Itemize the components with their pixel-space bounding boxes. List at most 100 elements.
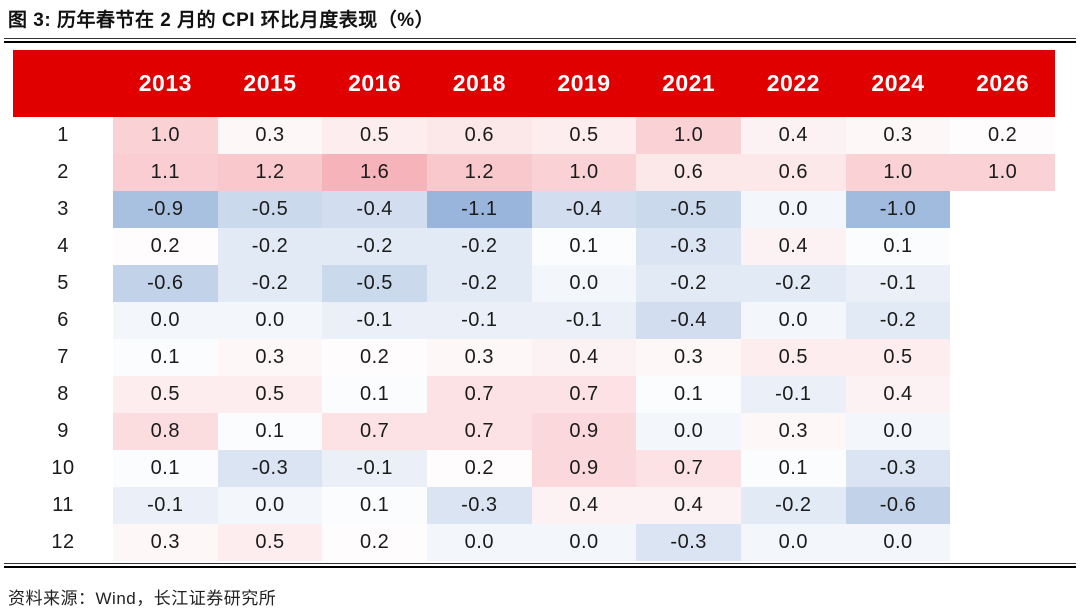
table-body: 1 1.0 0.3 0.5 0.6 0.5 1.0 0.4 0.3 0.2 2 1.1 1.2 1.6 1.… bbox=[13, 117, 1055, 561]
value-cell: 1.2 bbox=[217, 154, 323, 191]
value-cell: -0.4 bbox=[322, 191, 427, 228]
value-cell: 0.6 bbox=[740, 154, 846, 191]
bottom-rule bbox=[4, 563, 1076, 568]
value-cell: 0.3 bbox=[113, 524, 218, 561]
value-cell: 0.3 bbox=[636, 339, 741, 376]
table-row: 3 -0.9 -0.5 -0.4 -1.1 -0.4 -0.5 0.0 -1.0 bbox=[13, 191, 1055, 228]
value-cell: 0.5 bbox=[217, 524, 323, 561]
value-cell: 0.2 bbox=[322, 524, 427, 561]
value-cell: 0.9 bbox=[531, 450, 637, 487]
value-cell: 0.2 bbox=[322, 339, 427, 376]
value-cell: 0.0 bbox=[845, 413, 951, 450]
value-cell: 0.1 bbox=[531, 228, 637, 265]
value-cell: -0.1 bbox=[740, 376, 846, 413]
value-cell: -0.3 bbox=[217, 450, 323, 487]
value-cell: -0.6 bbox=[113, 265, 218, 302]
value-cell: -0.1 bbox=[426, 302, 532, 339]
value-cell: -0.2 bbox=[426, 265, 532, 302]
value-cell: 0.1 bbox=[113, 339, 218, 376]
value-cell bbox=[950, 450, 1055, 487]
value-cell: 0.8 bbox=[113, 413, 218, 450]
value-cell: -0.2 bbox=[217, 265, 323, 302]
table-row: 2 1.1 1.2 1.6 1.2 1.0 0.6 0.6 1.0 1.0 bbox=[13, 154, 1055, 191]
value-cell: 0.4 bbox=[740, 228, 846, 265]
value-cell: 0.0 bbox=[845, 524, 951, 561]
value-cell: -0.1 bbox=[113, 487, 218, 524]
value-cell: -0.1 bbox=[845, 265, 951, 302]
header-row: 2013 2015 2016 2018 2019 2021 2022 2024 2026 bbox=[13, 50, 1055, 117]
value-cell: -0.2 bbox=[740, 487, 846, 524]
cpi-heatmap-table: 2013 2015 2016 2018 2019 2021 2022 2024 2026 1 1.… bbox=[13, 50, 1055, 561]
value-cell: 0.3 bbox=[740, 413, 846, 450]
month-label: 10 bbox=[51, 457, 75, 479]
value-cell bbox=[950, 339, 1055, 376]
table-row: 4 0.2 -0.2 -0.2 -0.2 0.1 -0.3 0.4 0.1 bbox=[13, 228, 1055, 265]
value-cell: 0.2 bbox=[426, 450, 532, 487]
table-row: 8 0.5 0.5 0.1 0.7 0.7 0.1 -0.1 0.4 bbox=[13, 376, 1055, 413]
value-cell bbox=[950, 376, 1055, 413]
value-cell bbox=[950, 487, 1055, 524]
year-header: 2024 bbox=[871, 70, 925, 96]
month-label: 7 bbox=[57, 346, 69, 368]
value-cell: 0.7 bbox=[426, 376, 532, 413]
value-cell: 0.5 bbox=[740, 339, 846, 376]
table-row: 12 0.3 0.5 0.2 0.0 0.0 -0.3 0.0 0.0 bbox=[13, 524, 1055, 561]
value-cell: -0.4 bbox=[531, 191, 637, 228]
value-cell: 1.6 bbox=[322, 154, 427, 191]
month-label: 9 bbox=[57, 420, 69, 442]
month-label: 11 bbox=[52, 494, 74, 516]
value-cell: 0.6 bbox=[426, 117, 532, 154]
value-cell: 0.1 bbox=[217, 413, 323, 450]
value-cell: 0.0 bbox=[217, 302, 323, 339]
source-note: 资料来源：Wind，长江证券研究所 bbox=[8, 589, 277, 608]
value-cell: 0.2 bbox=[950, 117, 1055, 154]
value-cell: -0.3 bbox=[636, 524, 741, 561]
value-cell: -0.2 bbox=[636, 265, 741, 302]
value-cell: 1.0 bbox=[845, 154, 951, 191]
value-cell: 0.1 bbox=[636, 376, 741, 413]
value-cell: -0.9 bbox=[113, 191, 218, 228]
value-cell: 0.5 bbox=[217, 376, 323, 413]
value-cell: -0.2 bbox=[845, 302, 951, 339]
value-cell: 0.9 bbox=[531, 413, 637, 450]
value-cell: 0.7 bbox=[531, 376, 637, 413]
month-label: 5 bbox=[57, 272, 69, 294]
table-row: 5 -0.6 -0.2 -0.5 -0.2 0.0 -0.2 -0.2 -0.1 bbox=[13, 265, 1055, 302]
month-label: 2 bbox=[57, 161, 69, 183]
value-cell: 0.4 bbox=[531, 487, 637, 524]
month-label: 6 bbox=[57, 309, 69, 331]
value-cell: -0.5 bbox=[217, 191, 323, 228]
month-label: 12 bbox=[51, 531, 75, 553]
value-cell: -0.1 bbox=[322, 302, 427, 339]
year-header: 2018 bbox=[452, 70, 506, 96]
value-cell bbox=[950, 265, 1055, 302]
value-cell bbox=[950, 413, 1055, 450]
value-cell: 0.3 bbox=[217, 339, 323, 376]
value-cell: 0.0 bbox=[740, 302, 846, 339]
value-cell: 0.1 bbox=[113, 450, 218, 487]
value-cell: -0.5 bbox=[636, 191, 741, 228]
value-cell: 0.0 bbox=[740, 524, 846, 561]
value-cell: 1.0 bbox=[531, 154, 637, 191]
value-cell: 1.0 bbox=[113, 117, 218, 154]
value-cell: -0.3 bbox=[845, 450, 951, 487]
year-header: 2016 bbox=[348, 70, 402, 96]
table-row: 1 1.0 0.3 0.5 0.6 0.5 1.0 0.4 0.3 0.2 bbox=[13, 117, 1055, 154]
value-cell bbox=[950, 302, 1055, 339]
table-row: 9 0.8 0.1 0.7 0.7 0.9 0.0 0.3 0.0 bbox=[13, 413, 1055, 450]
value-cell: 0.3 bbox=[426, 339, 532, 376]
value-cell: 0.0 bbox=[426, 524, 532, 561]
value-cell: 0.0 bbox=[531, 524, 637, 561]
value-cell: 1.1 bbox=[113, 154, 218, 191]
table-row: 7 0.1 0.3 0.2 0.3 0.4 0.3 0.5 0.5 bbox=[13, 339, 1055, 376]
year-header: 2015 bbox=[243, 70, 297, 96]
table-row: 10 0.1 -0.3 -0.1 0.2 0.9 0.7 0.1 -0.3 bbox=[13, 450, 1055, 487]
value-cell: 0.0 bbox=[217, 487, 323, 524]
value-cell: 0.5 bbox=[531, 117, 637, 154]
value-cell: -0.4 bbox=[636, 302, 741, 339]
year-header: 2013 bbox=[138, 70, 192, 96]
value-cell: 0.7 bbox=[322, 413, 427, 450]
year-header: 2021 bbox=[662, 70, 716, 96]
figure-title: 图 3: 历年春节在 2 月的 CPI 环比月度表现（%） bbox=[8, 10, 435, 31]
value-cell: 0.1 bbox=[322, 487, 427, 524]
